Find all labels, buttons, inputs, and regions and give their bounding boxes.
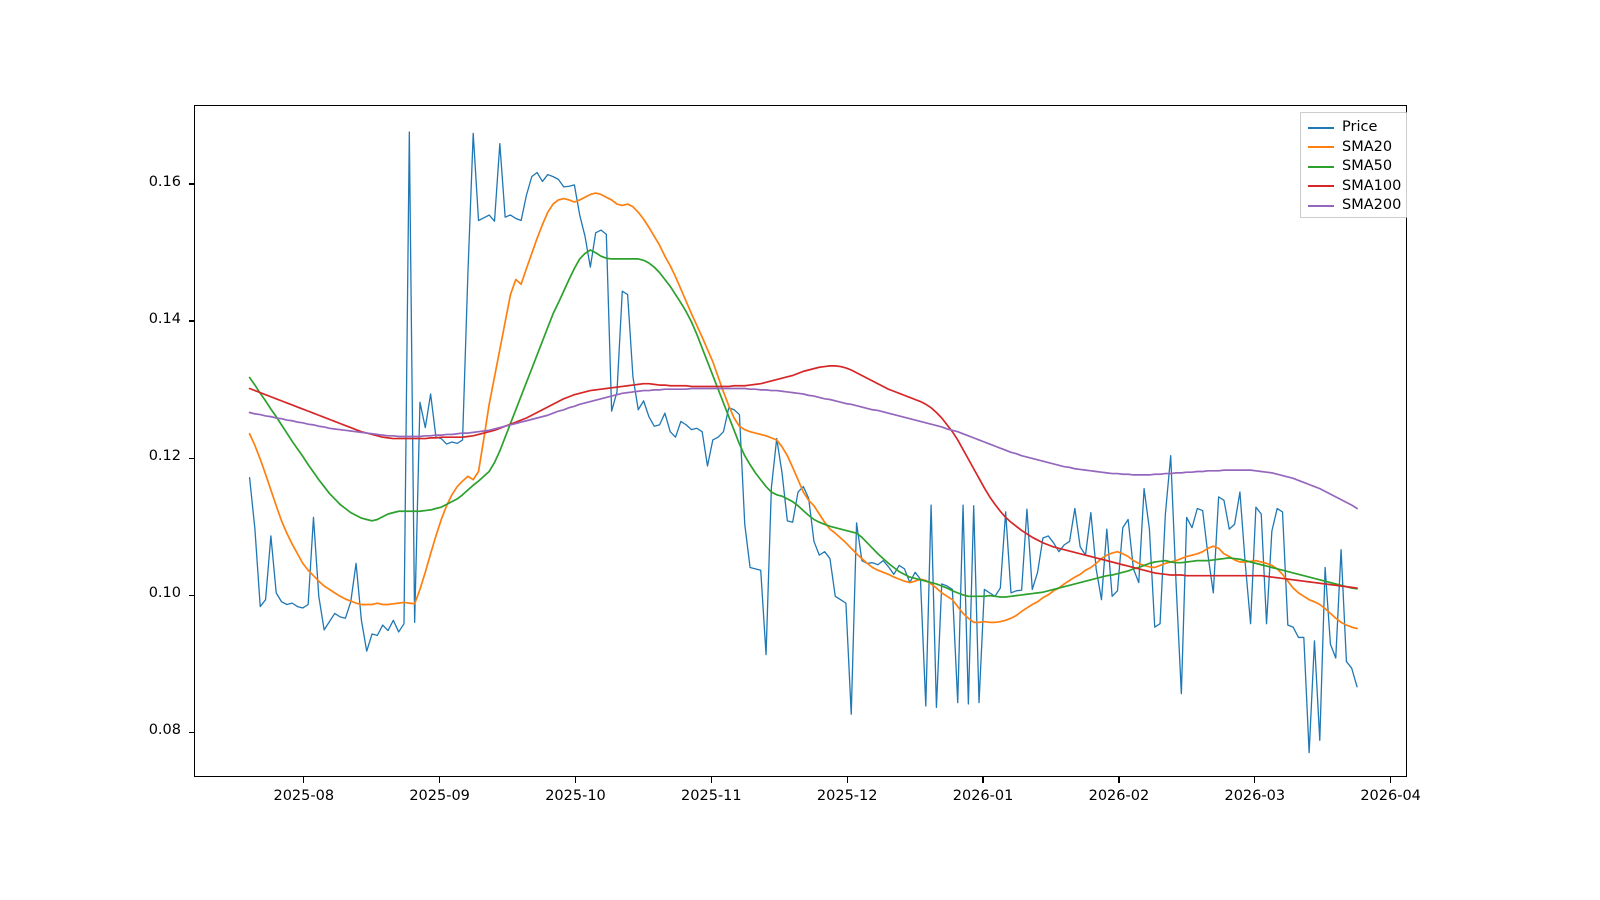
- x-tick-label: 2026-02: [1088, 788, 1150, 804]
- legend-item-label: SMA50: [1342, 158, 1393, 175]
- y-tickmark: [188, 731, 194, 734]
- x-tickmark: [1254, 777, 1256, 783]
- x-tick-label: 2025-11: [681, 788, 742, 804]
- legend-item-sma50[interactable]: SMA50: [1301, 157, 1406, 177]
- legend-item-sma20[interactable]: SMA20: [1301, 138, 1406, 158]
- x-tick-label: 2025-08: [273, 788, 335, 804]
- x-tickmark: [1390, 777, 1392, 783]
- x-tickmark: [574, 777, 577, 783]
- x-tick-label: 2026-04: [1360, 788, 1421, 804]
- y-tick-label: 0.12: [148, 448, 181, 465]
- chart-legend: Price SMA20 SMA50 SMA100 SMA200: [1300, 112, 1407, 218]
- legend-item-label: Price: [1342, 119, 1378, 136]
- x-tick-label: 2026-01: [952, 788, 1014, 804]
- legend-item-sma100[interactable]: SMA100: [1301, 177, 1406, 197]
- y-tickmark: [188, 183, 194, 185]
- x-tickmark: [710, 777, 713, 783]
- y-tick-label: 0.14: [148, 311, 181, 327]
- y-tick-label: 0.16: [148, 173, 181, 190]
- series-line-sma200: [250, 389, 1357, 509]
- x-tick-label: 2025-09: [409, 788, 470, 804]
- plot-area: [194, 105, 1407, 777]
- legend-color-swatch-icon: [1308, 204, 1334, 207]
- legend-color-swatch-icon: [1308, 146, 1334, 149]
- legend-color-swatch-icon: [1308, 165, 1334, 168]
- line-chart-svg: [195, 106, 1408, 778]
- y-tickmark: [188, 320, 194, 322]
- legend-item-sma200[interactable]: SMA200: [1301, 196, 1406, 216]
- x-tickmark: [846, 777, 848, 783]
- x-tickmark: [1118, 777, 1120, 783]
- x-tick-label: 2025-12: [816, 788, 878, 804]
- y-tick-label: 0.10: [148, 585, 181, 602]
- series-line-sma50: [250, 250, 1357, 597]
- series-line-sma100: [250, 366, 1357, 588]
- x-tick-label: 2026-03: [1224, 788, 1286, 804]
- legend-item-label: SMA200: [1342, 197, 1402, 214]
- legend-color-swatch-icon: [1308, 126, 1334, 129]
- x-tickmark: [303, 777, 305, 783]
- legend-item-price[interactable]: Price: [1301, 118, 1406, 138]
- legend-color-swatch-icon: [1308, 185, 1334, 188]
- legend-item-label: SMA100: [1342, 177, 1402, 194]
- x-tickmark: [982, 777, 984, 783]
- x-tickmark: [439, 777, 441, 783]
- series-line-price: [250, 132, 1357, 753]
- legend-item-label: SMA20: [1342, 138, 1393, 155]
- y-tick-label: 0.08: [148, 722, 181, 739]
- y-tickmark: [188, 457, 194, 459]
- x-tick-label: 2025-10: [545, 788, 606, 804]
- y-tickmark: [188, 594, 194, 596]
